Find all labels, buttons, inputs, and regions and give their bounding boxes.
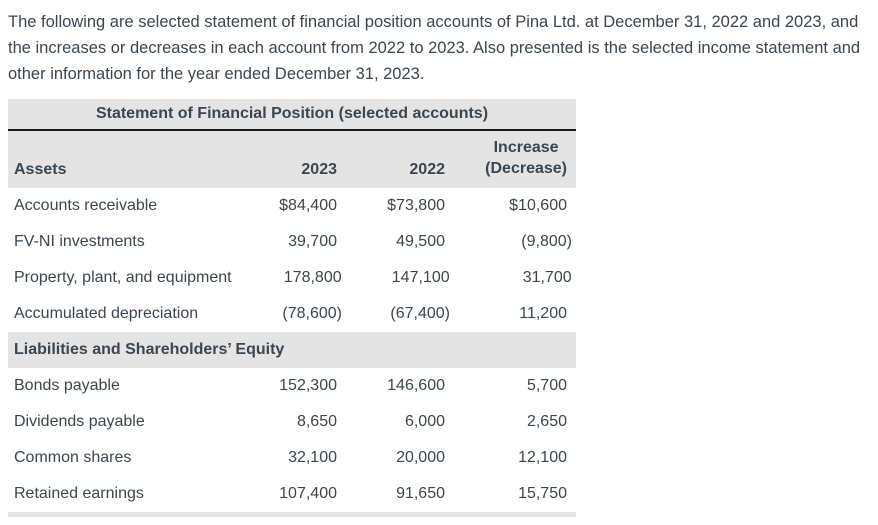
value-2023-cell: 152,300 [279, 377, 337, 394]
account-name-cell: Dividends payable [14, 413, 145, 430]
table-row: Accumulated depreciation (78,600) (67,400)… [8, 296, 576, 332]
value-2023-cell: 178,800 [283, 269, 342, 286]
table-title-rule [8, 129, 576, 131]
change-header-line1: Increase [493, 139, 559, 156]
change-cell: (9,800) [521, 233, 572, 250]
financial-position-table: Statement of Financial Position (selecte… [8, 99, 576, 517]
value-2022-cell: $73,800 [387, 197, 445, 214]
value-2023-cell: 39,700 [288, 233, 337, 250]
table-body: Accounts receivable $84,400 $73,800 $10,600… [8, 188, 576, 512]
assets-column-header: Assets [14, 161, 67, 178]
table-row: Property, plant, and equipment 178,800 147… [8, 260, 576, 296]
change-cell: 11,200 [519, 305, 567, 322]
table-row: Accounts receivable $84,400 $73,800 $10,600 [8, 188, 576, 224]
change-cell: 2,650 [526, 413, 567, 430]
value-2022-cell: (67,400) [390, 305, 450, 322]
section-header: Liabilities and Shareholders’ Equity [8, 332, 576, 368]
change-cell: 5,700 [526, 377, 567, 394]
change-cell: 12,100 [518, 449, 567, 466]
next-section-band-cutoff [8, 512, 576, 517]
account-name-cell: Common shares [14, 449, 132, 466]
value-2022-cell: 6,000 [404, 413, 445, 430]
table-row: Retained earnings 107,400 91,650 15,750 [8, 476, 576, 512]
change-header-line2: (Decrease) [485, 160, 567, 177]
value-2022-cell: 49,500 [396, 233, 445, 250]
account-name-cell: Retained earnings [14, 485, 144, 502]
change-cell: 15,750 [518, 485, 567, 502]
account-name-cell: FV-NI investments [14, 233, 145, 250]
table-row: Dividends payable 8,650 6,000 2,650 [8, 404, 576, 440]
intro-paragraph: The following are selected statement of … [8, 13, 861, 83]
table-header-row: Assets 2023 2022 Increase (Decrease) [8, 131, 576, 188]
value-2023-cell: (78,600) [282, 305, 342, 322]
col-2023-header: 2023 [301, 161, 337, 178]
account-name-cell: Property, plant, and equipment [14, 269, 232, 286]
value-2022-cell: 147,100 [391, 269, 450, 286]
value-2023-cell: 32,100 [288, 449, 337, 466]
table-row: FV-NI investments 39,700 49,500 (9,800) [8, 224, 576, 260]
account-name-cell: Accumulated depreciation [14, 305, 199, 322]
table-row: Bonds payable 152,300 146,600 5,700 [8, 368, 576, 404]
col-2022-header: 2022 [409, 161, 445, 178]
value-2022-cell: 146,600 [387, 377, 445, 394]
value-2023-cell: $84,400 [279, 197, 337, 214]
value-2023-cell: 107,400 [279, 485, 337, 502]
col-change-header: Increase (Decrease) [445, 137, 576, 188]
account-name-cell: Accounts receivable [14, 197, 158, 214]
value-2023-cell: 8,650 [296, 413, 337, 430]
table-title: Statement of Financial Position (selecte… [8, 99, 576, 129]
account-name-cell: Bonds payable [14, 377, 120, 394]
table-row: Common shares 32,100 20,000 12,100 [8, 440, 576, 476]
value-2022-cell: 20,000 [396, 449, 445, 466]
value-2022-cell: 91,650 [396, 485, 445, 502]
change-cell: $10,600 [509, 197, 567, 214]
change-cell: 31,700 [522, 269, 572, 286]
